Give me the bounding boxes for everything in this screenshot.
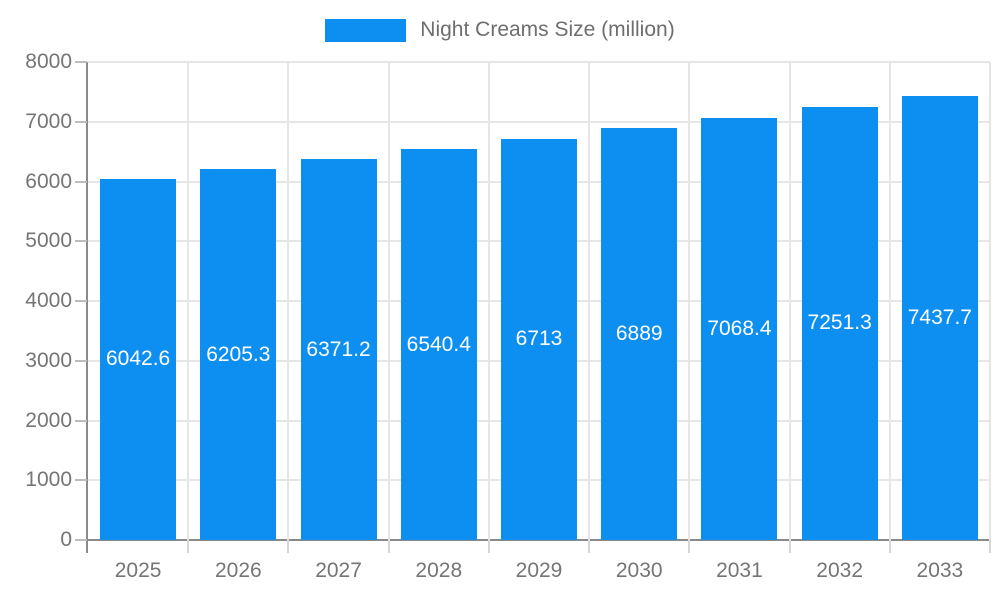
bar-2032[interactable]: 7251.3 [801, 106, 878, 540]
y-axis-label: 4000 [25, 289, 72, 312]
y-axis-tick [75, 539, 87, 541]
y-axis-line [86, 62, 88, 553]
bar-value-label: 7068.4 [707, 316, 772, 340]
gridline-vertical [788, 62, 791, 540]
bar-2028[interactable]: 6540.4 [400, 149, 477, 540]
gridline-vertical [387, 62, 390, 540]
x-axis-label: 2030 [615, 559, 663, 582]
bar-value-label: 6205.3 [206, 342, 271, 366]
x-axis-tick [487, 540, 490, 553]
x-axis-label: 2027 [315, 559, 362, 582]
y-axis-tick [75, 479, 87, 482]
x-axis-label: 2025 [114, 559, 162, 582]
bar-2025[interactable]: 6042.6 [100, 178, 177, 540]
x-axis-tick [788, 540, 791, 553]
y-axis-tick [75, 419, 87, 422]
bar-value-label: 7251.3 [807, 311, 872, 335]
bar-2030[interactable]: 6889 [601, 128, 678, 540]
x-axis-label: 2033 [916, 559, 964, 582]
y-axis-label: 1000 [25, 468, 72, 492]
y-axis-label: 0 [60, 528, 72, 551]
x-axis-tick [888, 540, 891, 553]
gridline-vertical [888, 62, 891, 540]
x-axis-tick [387, 540, 390, 553]
gridline-vertical [187, 62, 190, 540]
gridline-vertical [989, 62, 991, 540]
gridline-horizontal [88, 120, 990, 123]
bar-value-label: 6889 [615, 322, 663, 346]
bar-value-label: 6371.2 [306, 337, 371, 361]
y-axis-label: 3000 [25, 348, 72, 372]
x-axis-label: 2032 [816, 559, 864, 582]
x-axis-label: 2031 [716, 559, 763, 582]
gridline-horizontal [88, 61, 990, 63]
y-axis-tick [75, 359, 87, 362]
x-axis-tick [588, 540, 591, 553]
x-axis-tick [989, 540, 991, 553]
y-axis-tick [75, 61, 87, 63]
y-axis-label: 6000 [25, 169, 72, 193]
x-axis-tick [688, 540, 691, 553]
gridline-vertical [287, 62, 290, 540]
y-axis-label: 7000 [25, 109, 72, 133]
y-axis-tick [75, 180, 87, 183]
bar-value-label: 6540.4 [406, 332, 471, 356]
gridline-vertical [688, 62, 691, 540]
y-axis-tick [75, 300, 87, 302]
bar-2033[interactable]: 7437.7 [901, 95, 978, 540]
bar-2027[interactable]: 6371.2 [300, 159, 377, 540]
bar-2026[interactable]: 6205.3 [200, 169, 277, 540]
y-axis-tick [75, 120, 87, 123]
x-axis-tick [287, 540, 290, 553]
plot-area: 6042.6 6205.3 6371.2 6540.4 6713 6889 7068.4 72… [88, 61, 991, 540]
legend-label: Night Creams Size (million) [420, 18, 675, 41]
x-axis-tick [187, 540, 190, 553]
gridline-vertical [487, 62, 490, 540]
bar-2029[interactable]: 6713 [501, 138, 577, 540]
gridline-vertical [588, 62, 591, 540]
y-axis-label: 8000 [25, 50, 72, 73]
bar-value-label: 6713 [515, 327, 563, 351]
x-axis-label: 2029 [515, 559, 563, 582]
y-axis-label: 5000 [25, 229, 72, 253]
legend[interactable]: Night Creams Size (million) [0, 18, 1000, 42]
y-axis-label: 2000 [25, 408, 72, 432]
bar-2031[interactable]: 7068.4 [701, 117, 778, 540]
bar-value-label: 7437.7 [907, 305, 972, 329]
legend-swatch-icon [325, 18, 407, 42]
x-axis-label: 2028 [415, 559, 463, 582]
x-axis-label: 2026 [214, 559, 262, 582]
bar-value-label: 6042.6 [105, 347, 171, 371]
y-axis-tick [75, 240, 87, 243]
x-axis-line [88, 539, 990, 541]
